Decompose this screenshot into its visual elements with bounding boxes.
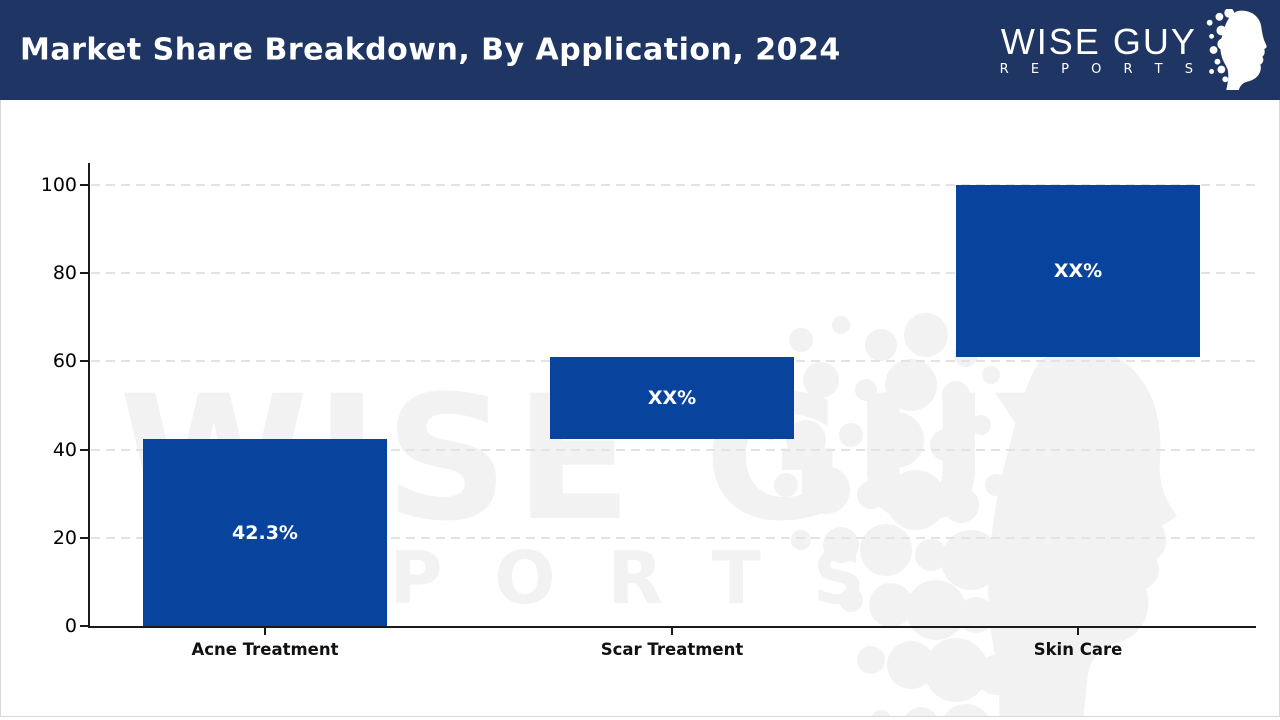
y-tick-0 bbox=[80, 625, 89, 627]
y-tick-label-60: 60 bbox=[52, 350, 77, 373]
brand-subname: R E P O R T S bbox=[999, 62, 1202, 78]
page-title: Market Share Breakdown, By Application, … bbox=[20, 32, 841, 68]
face-profile-icon bbox=[1206, 9, 1267, 91]
y-tick-label-40: 40 bbox=[52, 438, 77, 461]
gridline-100 bbox=[91, 184, 1255, 186]
gridline-40 bbox=[91, 448, 1255, 451]
chart-canvas: WISE GUY REPORTS bbox=[0, 100, 1280, 717]
y-tick-20 bbox=[80, 536, 89, 539]
y-axis-line bbox=[88, 163, 90, 628]
bar-value-label: 42.3% bbox=[232, 521, 298, 544]
bar-skin-care: XX% bbox=[956, 185, 1200, 357]
x-category-label: Scar Treatment bbox=[600, 640, 744, 659]
watermark-face-dots bbox=[761, 313, 1177, 716]
y-tick-label-20: 20 bbox=[52, 526, 77, 549]
header-bar: Market Share Breakdown, By Application, … bbox=[0, 0, 1280, 100]
x-category-label: Skin Care bbox=[1033, 640, 1123, 659]
bar-value-label: XX% bbox=[1053, 259, 1103, 282]
y-tick-label-100: 100 bbox=[40, 174, 77, 196]
y-tick-60 bbox=[80, 360, 89, 363]
gridline-20 bbox=[91, 536, 1255, 539]
x-tick-1 bbox=[671, 628, 673, 635]
chart-area: 42.3% XX% XX% 0 20 40 60 80 100 Acne Treatment Sca… bbox=[1, 100, 1279, 716]
bar-acne-treatment: 42.3% bbox=[143, 439, 387, 626]
y-tick-label-0: 0 bbox=[64, 615, 77, 637]
x-tick-2 bbox=[1077, 628, 1079, 635]
brand-logo-text: WISE GUY R E P O R T S bbox=[996, 20, 1202, 78]
brand-logo: WISE GUY R E P O R T S bbox=[996, 6, 1268, 94]
x-category-label: Acne Treatment bbox=[191, 640, 339, 659]
y-tick-80 bbox=[80, 272, 89, 275]
x-tick-0 bbox=[264, 628, 266, 635]
bar-scar-treatment: XX% bbox=[550, 356, 794, 440]
bar-value-label: XX% bbox=[647, 387, 697, 410]
y-tick-label-80: 80 bbox=[52, 262, 77, 285]
y-tick-40 bbox=[80, 448, 89, 451]
gridline-80 bbox=[91, 272, 1255, 275]
brand-name: WISE GUY bbox=[1000, 20, 1197, 62]
y-tick-100 bbox=[80, 184, 89, 186]
x-axis-line bbox=[88, 626, 1256, 628]
